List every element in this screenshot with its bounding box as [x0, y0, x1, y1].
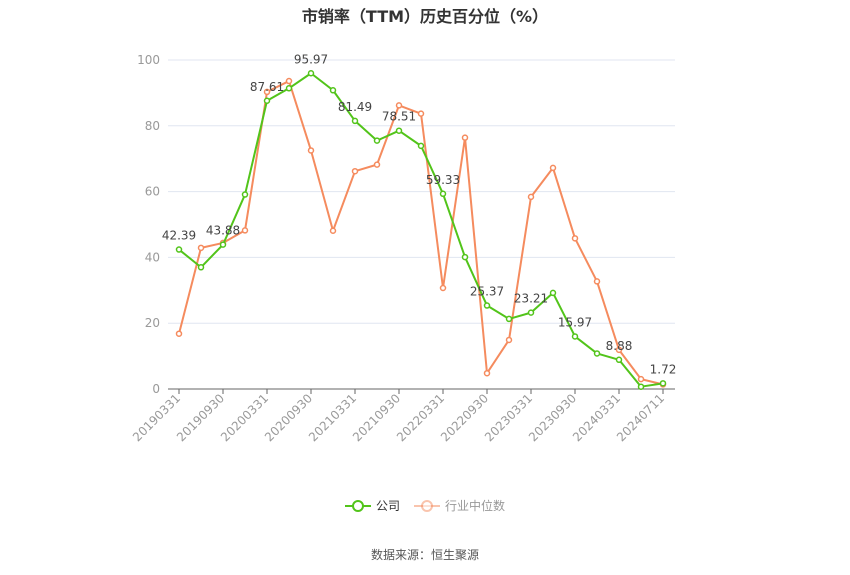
- y-axis: 0 20 40 60 80 100: [137, 53, 160, 396]
- data-point[interactable]: [373, 137, 381, 144]
- data-point[interactable]: [329, 87, 337, 94]
- data-label: 8.88: [606, 339, 633, 353]
- data-point[interactable]: [439, 190, 447, 198]
- data-point[interactable]: [373, 161, 381, 168]
- series-industry-median[interactable]: [175, 77, 667, 388]
- data-label: 23.21: [514, 292, 548, 306]
- line-circle-icon: [344, 499, 371, 512]
- x-tick-label: 20240711: [614, 391, 667, 444]
- data-point[interactable]: [285, 85, 293, 92]
- data-point[interactable]: [285, 77, 293, 85]
- data-label: 81.49: [338, 100, 372, 114]
- data-point[interactable]: [241, 191, 249, 198]
- y-tick-label: 20: [145, 316, 160, 330]
- series-company[interactable]: [175, 70, 667, 390]
- data-label: 95.97: [294, 52, 328, 66]
- data-source: 数据来源：恒生聚源: [370, 548, 479, 562]
- data-point[interactable]: [351, 117, 359, 125]
- x-axis: 2019033120190930202003312020093020210331…: [130, 388, 675, 444]
- data-label: 1.72: [650, 362, 677, 376]
- legend-item-industry[interactable]: 行业中位数: [414, 497, 505, 514]
- grid-lines: [168, 59, 675, 324]
- data-point[interactable]: [615, 356, 623, 364]
- data-point[interactable]: [505, 336, 513, 344]
- y-tick-label: 80: [145, 119, 160, 133]
- y-tick-label: 0: [152, 382, 160, 396]
- data-point[interactable]: [549, 164, 557, 172]
- data-point[interactable]: [527, 309, 535, 316]
- data-point[interactable]: [505, 315, 513, 323]
- legend-item-company[interactable]: 公司: [344, 497, 400, 514]
- y-tick-label: 60: [145, 185, 160, 199]
- data-point[interactable]: [329, 227, 337, 235]
- data-point[interactable]: [241, 227, 249, 234]
- data-point[interactable]: [197, 244, 205, 252]
- data-point[interactable]: [307, 147, 315, 154]
- data-point[interactable]: [571, 333, 579, 340]
- data-point[interactable]: [483, 302, 491, 309]
- data-point[interactable]: [263, 97, 271, 105]
- data-label: 59.33: [426, 173, 460, 187]
- legend-label-company: 公司: [375, 499, 400, 513]
- data-point[interactable]: [461, 134, 469, 141]
- data-point[interactable]: [395, 102, 403, 109]
- data-point[interactable]: [637, 383, 645, 390]
- line-circle-icon: [414, 499, 440, 512]
- data-label: 43.88: [206, 224, 240, 238]
- data-label: 78.51: [382, 110, 416, 124]
- line-chart: 0 20 40 60 80 100 201903312019093020200331202…: [130, 52, 677, 444]
- data-point[interactable]: [263, 88, 271, 96]
- data-point[interactable]: [395, 127, 403, 134]
- data-point[interactable]: [417, 110, 425, 117]
- data-point[interactable]: [307, 70, 315, 77]
- data-point[interactable]: [527, 193, 535, 201]
- data-point[interactable]: [417, 142, 425, 150]
- data-label: 87.61: [250, 80, 284, 94]
- legend-label-industry: 行业中位数: [445, 499, 506, 513]
- data-point[interactable]: [351, 167, 359, 175]
- data-point[interactable]: [175, 330, 183, 337]
- data-label: 25.37: [470, 285, 504, 299]
- data-point[interactable]: [593, 278, 601, 285]
- chart-title: 市销率（TTM）历史百分位（%）: [301, 7, 549, 26]
- data-point[interactable]: [637, 375, 645, 383]
- data-labels: 42.39 43.88 87.61 95.97 81.49 78.51 59.33 25.37…: [162, 52, 677, 376]
- data-point[interactable]: [549, 289, 557, 297]
- data-point[interactable]: [175, 246, 183, 253]
- data-point[interactable]: [197, 264, 205, 271]
- data-point[interactable]: [219, 241, 227, 248]
- data-point[interactable]: [461, 253, 469, 261]
- data-point[interactable]: [615, 346, 623, 354]
- data-label: 42.39: [162, 229, 196, 243]
- data-point[interactable]: [593, 350, 601, 357]
- data-point[interactable]: [571, 235, 579, 242]
- legend: 公司 行业中位数: [0, 497, 850, 514]
- y-tick-label: 100: [137, 53, 160, 67]
- data-point[interactable]: [659, 380, 667, 387]
- data-label: 15.97: [558, 315, 592, 329]
- y-tick-label: 40: [145, 250, 160, 264]
- data-point[interactable]: [439, 284, 447, 292]
- data-point[interactable]: [483, 369, 491, 377]
